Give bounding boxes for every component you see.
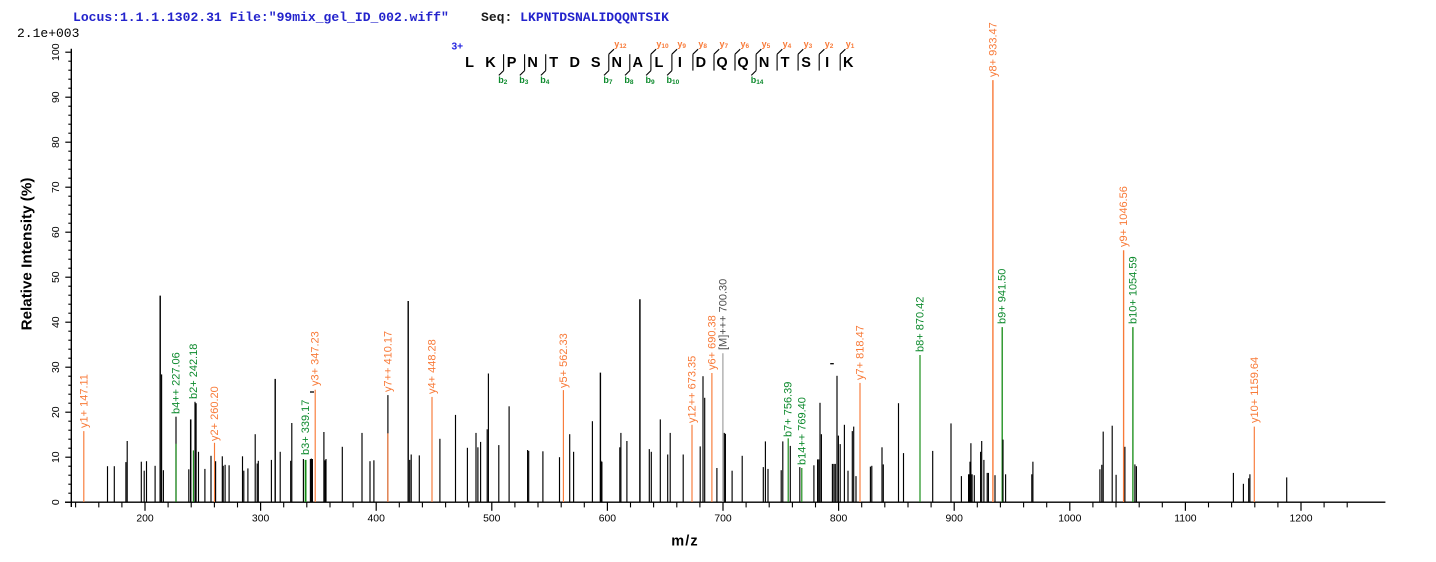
- svg-text:y1: y1: [846, 39, 855, 50]
- svg-text:b4: b4: [540, 75, 550, 86]
- svg-text:b3+ 339.17: b3+ 339.17: [300, 400, 312, 455]
- svg-text:40: 40: [50, 316, 62, 328]
- svg-text:Locus:1.1.1.1302.31 File:"99mi: Locus:1.1.1.1302.31 File:"99mix_gel_ID_0…: [73, 10, 449, 25]
- svg-text:80: 80: [50, 136, 62, 148]
- svg-text:I: I: [825, 55, 829, 71]
- svg-text:1100: 1100: [1174, 514, 1197, 525]
- svg-text:D: D: [696, 55, 706, 71]
- svg-text:90: 90: [50, 91, 62, 103]
- svg-text:y6+ 690.38: y6+ 690.38: [706, 315, 718, 370]
- svg-text:y9: y9: [677, 39, 686, 50]
- svg-text:y6: y6: [741, 39, 750, 50]
- svg-text:y8+ 933.47: y8+ 933.47: [987, 22, 999, 77]
- svg-text:N: N: [527, 55, 537, 71]
- svg-text:P: P: [507, 55, 517, 71]
- svg-text:60: 60: [50, 226, 62, 238]
- svg-text:0: 0: [50, 499, 62, 505]
- svg-text:K: K: [485, 55, 496, 71]
- svg-text:400: 400: [368, 514, 386, 525]
- svg-text:1000: 1000: [1058, 514, 1081, 525]
- svg-text:100: 100: [50, 43, 62, 61]
- svg-text:y7: y7: [720, 39, 729, 50]
- svg-text:50: 50: [50, 271, 62, 283]
- svg-text:y9+ 1046.56: y9+ 1046.56: [1118, 186, 1130, 247]
- svg-text:10: 10: [50, 451, 62, 463]
- svg-text:T: T: [549, 55, 558, 71]
- svg-text:T: T: [781, 55, 790, 71]
- svg-text:K: K: [843, 55, 854, 71]
- svg-text:y8: y8: [698, 39, 707, 50]
- svg-text:N: N: [759, 55, 769, 71]
- svg-text:300: 300: [252, 514, 270, 525]
- svg-text:900: 900: [946, 514, 964, 525]
- svg-text:Relative Intensity (%): Relative Intensity (%): [19, 178, 36, 331]
- svg-text:y4+ 448.28: y4+ 448.28: [427, 339, 439, 394]
- svg-text:y2: y2: [825, 39, 834, 50]
- svg-text:D: D: [569, 55, 579, 71]
- svg-text:b9+ 941.50: b9+ 941.50: [997, 269, 1009, 324]
- svg-text:30: 30: [50, 361, 62, 373]
- svg-text:[M]+++ 700.30: [M]+++ 700.30: [717, 279, 729, 350]
- svg-text:70: 70: [50, 181, 62, 193]
- svg-text:b2: b2: [498, 75, 508, 86]
- svg-text:b14++ 769.40: b14++ 769.40: [796, 397, 808, 465]
- svg-text:L: L: [465, 55, 474, 71]
- svg-text:20: 20: [50, 406, 62, 418]
- svg-text:b10: b10: [667, 75, 680, 86]
- svg-text:600: 600: [599, 514, 617, 525]
- svg-text:y10: y10: [656, 39, 669, 50]
- svg-text:y1+ 147.11: y1+ 147.11: [78, 374, 90, 428]
- svg-text:b9: b9: [646, 75, 656, 86]
- svg-text:b7+ 756.39: b7+ 756.39: [783, 382, 795, 437]
- svg-text:700: 700: [714, 514, 732, 525]
- svg-text:b8: b8: [624, 75, 634, 86]
- svg-text:b7: b7: [603, 75, 613, 86]
- svg-text:Q: Q: [716, 55, 727, 71]
- svg-text:y2+ 260.20: y2+ 260.20: [209, 386, 221, 441]
- svg-text:m/z: m/z: [671, 534, 698, 550]
- svg-text:3+: 3+: [452, 41, 464, 52]
- svg-text:y12++ 673.35: y12++ 673.35: [687, 356, 699, 423]
- svg-text:800: 800: [830, 514, 848, 525]
- svg-text:b14: b14: [751, 75, 764, 86]
- svg-text:S: S: [591, 55, 601, 71]
- svg-text:Seq: LKPNTDSNALIDQQNTSIK: Seq: LKPNTDSNALIDQQNTSIK: [481, 10, 669, 25]
- svg-text:y3+ 347.23: y3+ 347.23: [310, 331, 322, 386]
- svg-text:L: L: [654, 55, 663, 71]
- svg-text:y10+ 1159.64: y10+ 1159.64: [1249, 357, 1261, 423]
- svg-text:y5: y5: [762, 39, 771, 50]
- svg-text:y3: y3: [804, 39, 813, 50]
- svg-text:b4++ 227.06: b4++ 227.06: [171, 352, 183, 414]
- svg-text:y7+ 818.47: y7+ 818.47: [855, 325, 867, 380]
- svg-text:A: A: [633, 55, 644, 71]
- svg-text:N: N: [612, 55, 622, 71]
- svg-text:Q: Q: [737, 55, 748, 71]
- svg-text:b8+ 870.42: b8+ 870.42: [915, 297, 927, 352]
- svg-text:2.1e+003: 2.1e+003: [17, 26, 79, 41]
- svg-text:500: 500: [483, 514, 501, 525]
- svg-text:S: S: [801, 55, 811, 71]
- svg-text:b2+ 242.18: b2+ 242.18: [188, 344, 200, 399]
- svg-text:200: 200: [136, 514, 154, 525]
- svg-text:y5+ 562.33: y5+ 562.33: [558, 333, 570, 388]
- svg-text:y7++ 410.17: y7++ 410.17: [383, 331, 395, 392]
- svg-text:I: I: [678, 55, 682, 71]
- svg-text:y4: y4: [783, 39, 792, 50]
- svg-text:1200: 1200: [1289, 514, 1312, 525]
- svg-text:b3: b3: [519, 75, 529, 86]
- svg-text:b10+ 1054.59: b10+ 1054.59: [1127, 256, 1139, 324]
- svg-text:y12: y12: [614, 39, 627, 50]
